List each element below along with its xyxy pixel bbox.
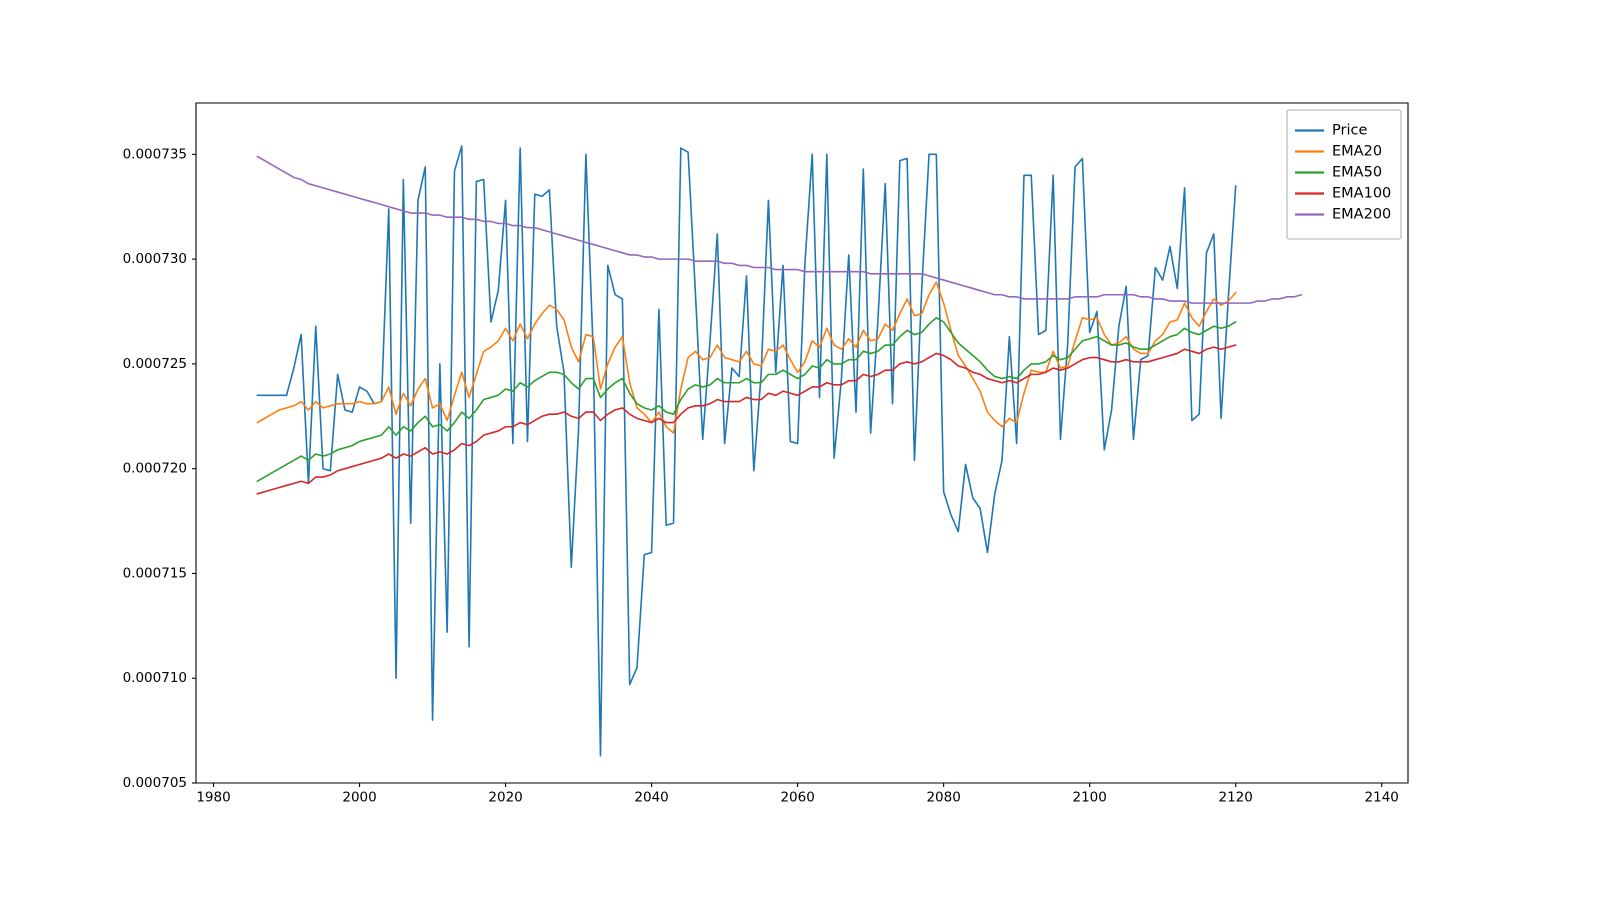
y-tick-label: 0.000730 xyxy=(123,251,187,267)
x-axis-ticks: 1980 2000 2020 2040 2060 2080 2100 2120 2140 xyxy=(196,783,1399,806)
legend-label-price: Price xyxy=(1332,123,1367,139)
x-tick-label: 2140 xyxy=(1365,790,1399,806)
y-axis-ticks: 0.000705 0.000710 0.000715 0.000720 0.000725… xyxy=(123,146,196,791)
x-tick-label: 2100 xyxy=(1072,790,1106,806)
legend-label-ema100: EMA100 xyxy=(1332,186,1391,202)
legend-label-ema20: EMA20 xyxy=(1332,144,1382,160)
legend-label-ema200: EMA200 xyxy=(1332,207,1391,223)
legend-label-ema50: EMA50 xyxy=(1332,165,1382,181)
x-tick-label: 2060 xyxy=(780,790,814,806)
series-line-ema50 xyxy=(256,316,1237,483)
x-tick-label: 2040 xyxy=(634,790,668,806)
series-lines xyxy=(256,145,1303,757)
series-line-ema200 xyxy=(256,155,1303,304)
axes-spines xyxy=(195,102,1409,784)
y-tick-label: 0.000705 xyxy=(123,775,187,791)
series-line-ema100 xyxy=(256,344,1237,495)
x-tick-label: 2080 xyxy=(926,790,960,806)
legend-frame xyxy=(1286,109,1402,240)
series-line-ema20 xyxy=(256,281,1237,434)
y-tick-label: 0.000735 xyxy=(123,146,187,162)
y-tick-label: 0.000715 xyxy=(123,565,187,581)
y-tick-label: 0.000725 xyxy=(123,356,187,372)
chart-legend[interactable]: Price EMA20 EMA50 EMA100 EMA200 xyxy=(1286,109,1402,240)
axes-frame xyxy=(195,102,1409,784)
series-line-price xyxy=(256,145,1237,757)
y-tick-label: 0.000710 xyxy=(123,670,187,686)
x-tick-label: 2000 xyxy=(342,790,376,806)
x-tick-label: 2020 xyxy=(488,790,522,806)
x-tick-label: 1980 xyxy=(196,790,230,806)
y-tick-label: 0.000720 xyxy=(123,461,187,477)
x-tick-label: 2120 xyxy=(1219,790,1253,806)
